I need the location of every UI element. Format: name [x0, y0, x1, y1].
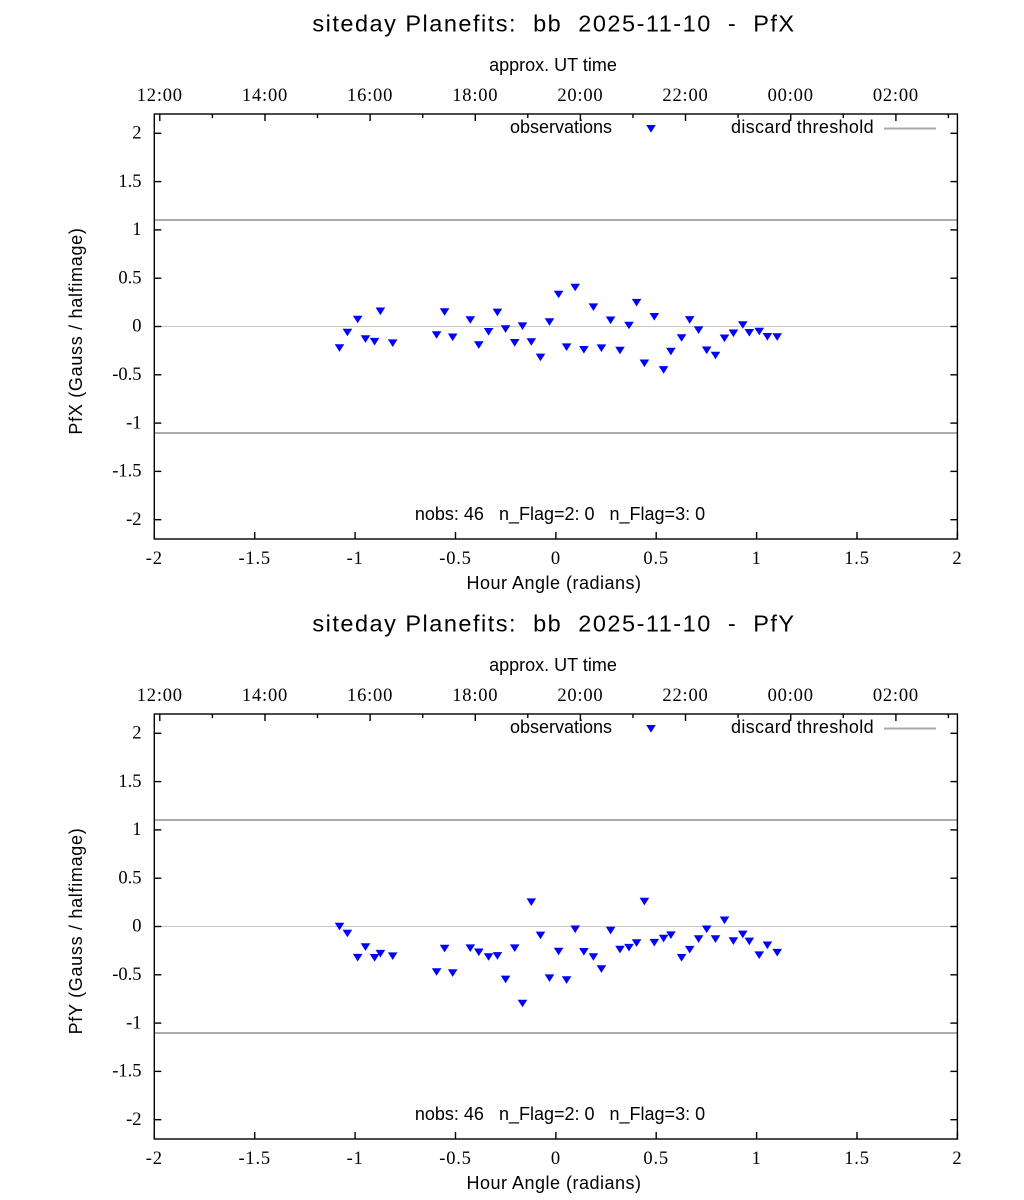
- svg-text:-1: -1: [347, 549, 364, 569]
- svg-text:20:00: 20:00: [557, 86, 603, 106]
- svg-text:-1: -1: [126, 1013, 141, 1033]
- svg-text:02:00: 02:00: [873, 86, 919, 106]
- svg-text:PfY (Gauss / halfimage): PfY (Gauss / halfimage): [66, 828, 86, 1035]
- svg-text:1: 1: [752, 549, 762, 569]
- svg-text:12:00: 12:00: [137, 86, 183, 106]
- svg-text:2: 2: [952, 1149, 962, 1169]
- svg-text:14:00: 14:00: [242, 686, 288, 706]
- svg-text:22:00: 22:00: [662, 686, 708, 706]
- svg-text:-2: -2: [126, 510, 141, 530]
- svg-text:2: 2: [132, 124, 141, 144]
- svg-text:siteday Planefits: bb 2025-1: siteday Planefits: bb 2025-11-10 - PfY: [312, 611, 795, 637]
- svg-text:0: 0: [132, 317, 141, 337]
- svg-text:2: 2: [132, 724, 141, 744]
- svg-text:18:00: 18:00: [452, 686, 498, 706]
- svg-text:20:00: 20:00: [557, 686, 603, 706]
- svg-text:-0.5: -0.5: [112, 965, 141, 985]
- svg-text:00:00: 00:00: [768, 86, 814, 106]
- svg-text:1.5: 1.5: [844, 549, 870, 569]
- svg-text:1.5: 1.5: [118, 172, 141, 192]
- svg-text:1.5: 1.5: [844, 1149, 870, 1169]
- svg-text:16:00: 16:00: [347, 86, 393, 106]
- svg-text:discard threshold: discard threshold: [731, 717, 874, 737]
- svg-text:-1: -1: [347, 1149, 364, 1169]
- svg-text:12:00: 12:00: [137, 686, 183, 706]
- svg-text:approx. UT time: approx. UT time: [489, 55, 617, 75]
- svg-text:14:00: 14:00: [242, 86, 288, 106]
- svg-text:-1.5: -1.5: [112, 462, 141, 482]
- svg-text:18:00: 18:00: [452, 86, 498, 106]
- svg-text:-0.5: -0.5: [439, 1149, 472, 1169]
- svg-text:0: 0: [551, 549, 561, 569]
- svg-text:-1.5: -1.5: [238, 549, 271, 569]
- svg-text:1: 1: [752, 1149, 762, 1169]
- svg-text:observations: observations: [510, 717, 612, 737]
- svg-text:02:00: 02:00: [873, 686, 919, 706]
- svg-text:-1.5: -1.5: [112, 1062, 141, 1082]
- svg-text:observations: observations: [510, 117, 612, 137]
- svg-text:16:00: 16:00: [347, 686, 393, 706]
- svg-text:00:00: 00:00: [768, 686, 814, 706]
- svg-text:-2: -2: [146, 1149, 163, 1169]
- svg-text:0: 0: [551, 1149, 561, 1169]
- svg-text:-2: -2: [126, 1110, 141, 1130]
- svg-text:Hour Angle (radians): Hour Angle (radians): [466, 1173, 641, 1193]
- svg-text:-0.5: -0.5: [439, 549, 472, 569]
- svg-text:nobs: 46 n_Flag=2: 0 n_Fla: nobs: 46 n_Flag=2: 0 n_Flag=3: 0: [415, 504, 705, 525]
- svg-text:approx. UT time: approx. UT time: [489, 655, 617, 675]
- svg-text:-1.5: -1.5: [238, 1149, 271, 1169]
- svg-text:discard threshold: discard threshold: [731, 117, 874, 137]
- svg-text:2: 2: [952, 549, 962, 569]
- svg-text:1: 1: [132, 220, 141, 240]
- svg-text:siteday Planefits: bb 2025-1: siteday Planefits: bb 2025-11-10 - PfX: [312, 11, 795, 37]
- svg-text:-0.5: -0.5: [112, 365, 141, 385]
- svg-text:-1: -1: [126, 413, 141, 433]
- svg-text:1.5: 1.5: [118, 772, 141, 792]
- svg-text:0: 0: [132, 917, 141, 937]
- svg-text:0.5: 0.5: [643, 1149, 669, 1169]
- svg-text:0.5: 0.5: [643, 549, 669, 569]
- svg-text:Hour Angle (radians): Hour Angle (radians): [466, 573, 641, 593]
- svg-text:0.5: 0.5: [118, 268, 141, 288]
- svg-text:-2: -2: [146, 549, 163, 569]
- svg-text:22:00: 22:00: [662, 86, 708, 106]
- svg-text:0.5: 0.5: [118, 868, 141, 888]
- svg-text:nobs: 46 n_Flag=2: 0 n_Fla: nobs: 46 n_Flag=2: 0 n_Flag=3: 0: [415, 1104, 705, 1125]
- svg-text:PfX (Gauss / halfimage): PfX (Gauss / halfimage): [66, 227, 86, 434]
- svg-text:1: 1: [132, 820, 141, 840]
